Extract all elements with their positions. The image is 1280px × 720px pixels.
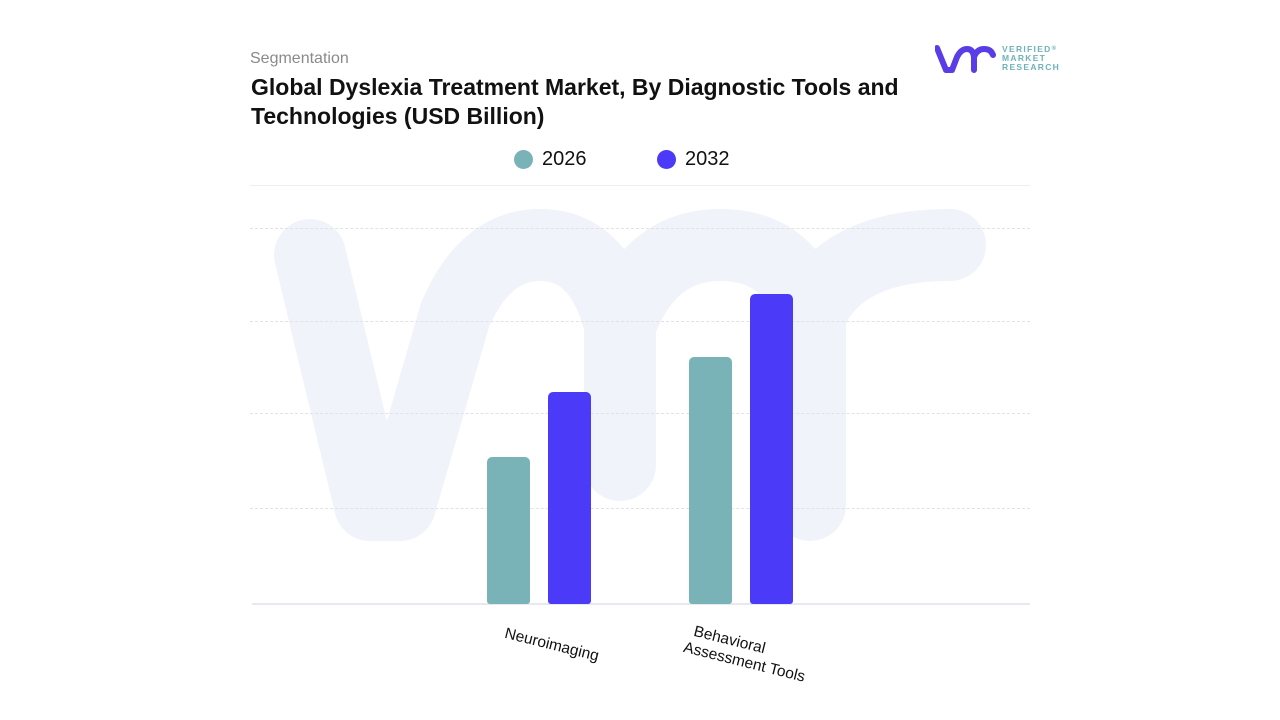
legend-label-2032: 2032	[685, 148, 730, 170]
vmr-logo: VERIFIED® MARKET RESEARCH	[934, 44, 1065, 76]
logo-line-research: RESEARCH	[1002, 62, 1061, 72]
vmr-logo-mark-icon	[934, 45, 996, 73]
gridline	[250, 185, 1030, 186]
legend-item-2026[interactable]: 2026	[514, 148, 587, 171]
bar-behavioral-2032[interactable]	[750, 294, 793, 604]
chart-title: Global Dyslexia Treatment Market, By Dia…	[251, 74, 899, 129]
x-label-line: Neuroimaging	[502, 625, 601, 665]
legend-dot-2026-icon	[514, 150, 533, 169]
chart-legend: 2026 2032	[0, 148, 1280, 176]
gridline	[250, 228, 1030, 229]
logo-line-verified: VERIFIED	[1002, 44, 1052, 54]
legend-label-2026: 2026	[542, 148, 587, 170]
legend-item-2032[interactable]: 2032	[657, 148, 730, 171]
bar-neuroimaging-2032[interactable]	[548, 392, 591, 604]
bar-behavioral-2026[interactable]	[689, 357, 732, 604]
legend-dot-2032-icon	[657, 150, 676, 169]
x-label-neuroimaging: Neuroimaging	[503, 625, 601, 666]
subtitle: Segmentation	[250, 50, 349, 67]
plot-area	[250, 185, 1030, 605]
vmr-watermark-icon	[274, 209, 986, 541]
gridline	[250, 321, 1030, 322]
gridline	[250, 508, 1030, 509]
bar-neuroimaging-2026[interactable]	[487, 457, 530, 604]
gridline	[250, 413, 1030, 414]
x-axis-baseline	[252, 603, 1030, 605]
x-label-behavioral-assessment-tools: Behavioral Assessment Tools	[682, 623, 811, 687]
registered-mark: ®	[1051, 46, 1058, 52]
vmr-logo-text: VERIFIED® MARKET RESEARCH	[1002, 45, 1060, 72]
logo-line-market: MARKET	[1002, 53, 1047, 63]
